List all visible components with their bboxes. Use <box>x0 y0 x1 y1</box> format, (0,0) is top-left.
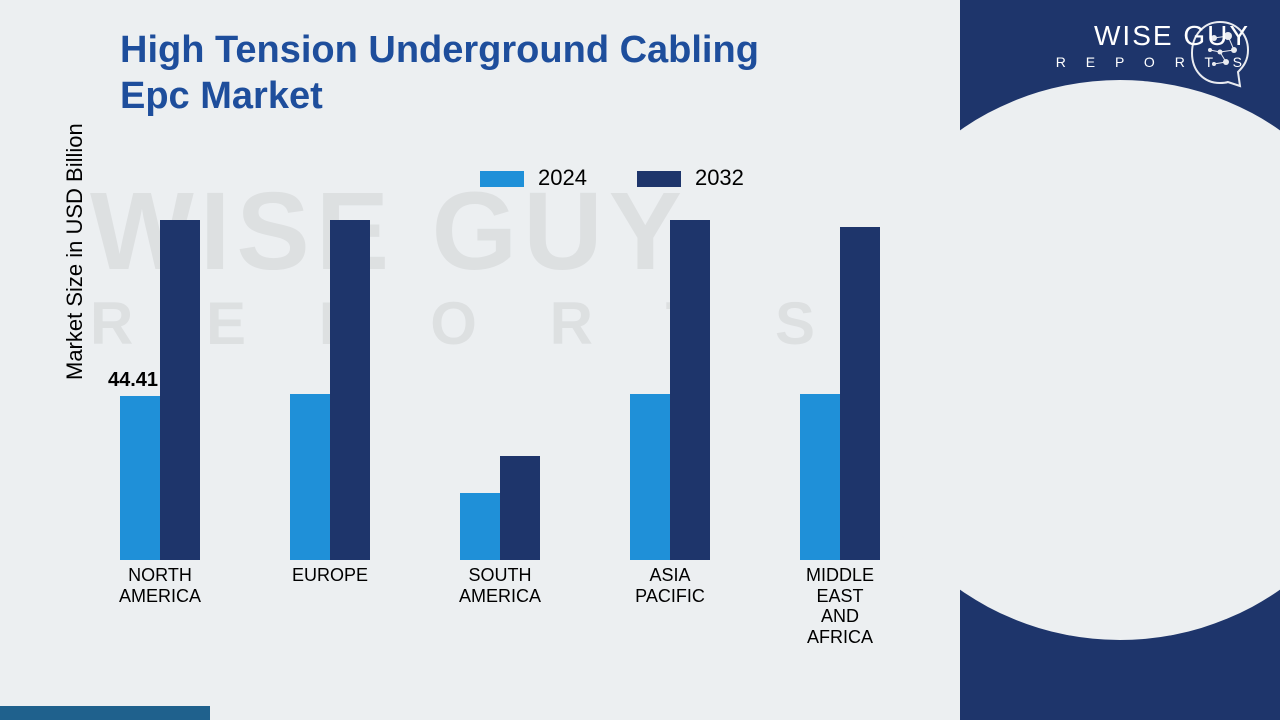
swatch-2032 <box>637 171 681 187</box>
bar-2032 <box>500 456 540 560</box>
chart-title: High Tension Underground Cabling Epc Mar… <box>120 28 780 119</box>
legend-label-2024: 2024 <box>538 165 587 190</box>
bar-2024 <box>460 493 500 560</box>
x-axis-label: EUROPE <box>270 565 390 586</box>
bar-2024 <box>630 394 670 561</box>
legend-item-2024: 2024 <box>480 165 587 191</box>
bar-2032 <box>670 220 710 560</box>
stage: WISE GUY R E P O R T S High Tension Unde… <box>0 0 1280 720</box>
legend: 2024 2032 <box>480 165 744 191</box>
x-axis-label: ASIAPACIFIC <box>610 565 730 606</box>
legend-label-2032: 2032 <box>695 165 744 190</box>
legend-item-2032: 2032 <box>637 165 744 191</box>
x-axis-label: NORTHAMERICA <box>100 565 220 606</box>
bar-2032 <box>330 220 370 560</box>
bar-2024 <box>800 394 840 561</box>
x-axis-label: SOUTHAMERICA <box>440 565 560 606</box>
swatch-2024 <box>480 171 524 187</box>
value-label: 44.41 <box>108 369 158 392</box>
bottom-accent-bar <box>0 706 210 720</box>
bar-2024 <box>290 394 330 561</box>
x-axis-label: MIDDLEEASTANDAFRICA <box>780 565 900 648</box>
bar-2024 <box>120 396 160 560</box>
logo: WISE GUY R E P O R T S <box>1056 20 1250 70</box>
y-axis-label: Market Size in USD Billion <box>62 123 88 380</box>
chart-area: NORTHAMERICAEUROPESOUTHAMERICAASIAPACIFI… <box>100 190 950 560</box>
logo-head-icon <box>1180 16 1260 96</box>
bar-2032 <box>840 227 880 560</box>
bar-2032 <box>160 220 200 560</box>
